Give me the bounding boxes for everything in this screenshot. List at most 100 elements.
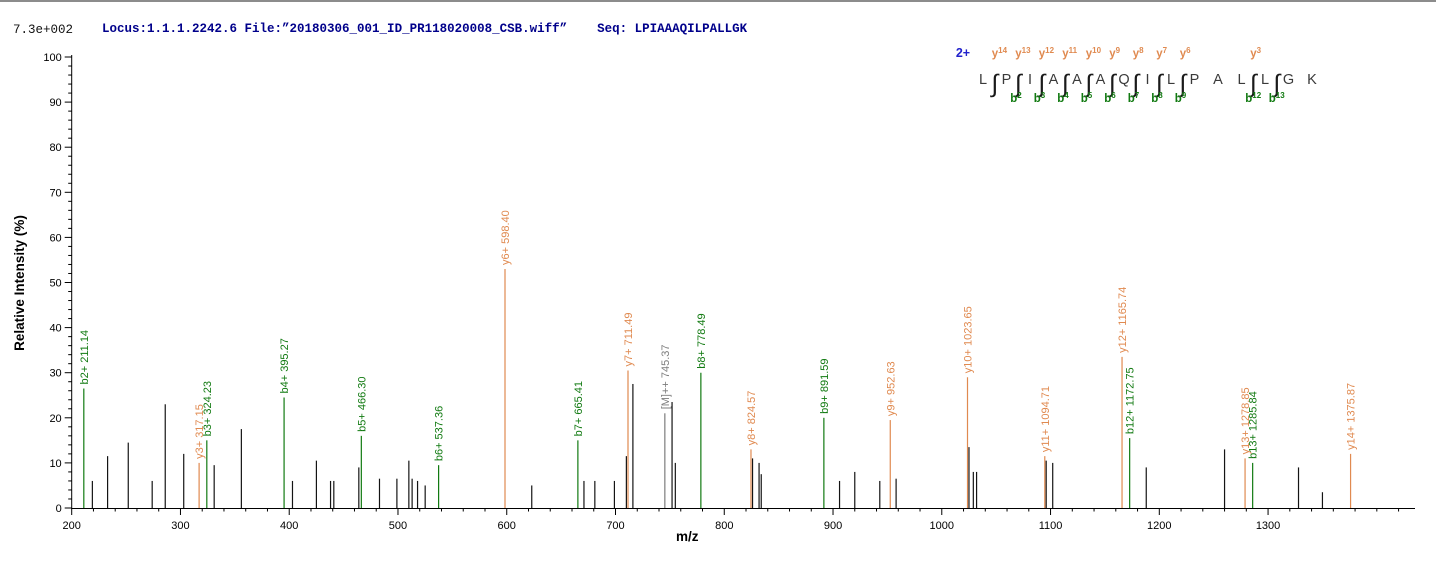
cleavage-divider-icon: ∫ <box>1177 70 1187 98</box>
x-tick-label: 600 <box>498 520 516 532</box>
fragment-ion-label-y13: y13 <box>1015 46 1031 60</box>
fragment-ion-label-b5: b5 <box>1081 91 1093 105</box>
peak-label-b6+: b6+ 537.36 <box>434 406 446 461</box>
intensity-scale-note: 7.3e+002 <box>13 23 74 37</box>
residue-1-L: L <box>979 72 987 88</box>
fragment-ion-label-b6: b6 <box>1104 91 1116 105</box>
y-tick-label: 40 <box>49 323 61 335</box>
fragment-ion-label-y12: y12 <box>1039 46 1055 60</box>
fragment-ion-label-b4: b4 <box>1057 91 1069 105</box>
residue-9-L: L <box>1167 72 1175 88</box>
cleavage-divider-icon: ∫ <box>1107 70 1117 98</box>
peak-label-y11+: y11+ 1094.71 <box>1040 386 1052 452</box>
y-tick-label: 100 <box>43 52 61 64</box>
x-tick-label: 1100 <box>1039 520 1063 532</box>
fragment-ion-label-y9: y9 <box>1109 46 1120 60</box>
residue-15-K: K <box>1307 72 1317 88</box>
fragment-ion-label-y7: y7 <box>1156 46 1167 60</box>
cleavage-divider-icon: ∫ <box>1248 70 1258 98</box>
axes <box>64 55 1415 515</box>
peak-label-y6+: y6+ 598.40 <box>500 210 512 265</box>
residue-2-P: P <box>1002 72 1012 88</box>
residue-6-A: A <box>1096 72 1106 88</box>
fragment-ion-label-y14: y14 <box>992 46 1008 60</box>
x-tick-label: 900 <box>824 520 842 532</box>
fragment-ion-label-b12: b12 <box>1245 91 1261 105</box>
precursor-charge-label: 2+ <box>956 46 970 60</box>
fragment-ion-label-y6: y6 <box>1180 46 1191 60</box>
y-tick-label: 10 <box>49 458 61 470</box>
cleavage-divider-icon: ∫ <box>1130 70 1140 98</box>
peak-label-b4+: b4+ 395.27 <box>279 338 291 393</box>
fragment-ion-label-y10: y10 <box>1086 46 1102 60</box>
residue-3-I: I <box>1028 72 1032 88</box>
x-tick-label: 1300 <box>1256 520 1280 532</box>
residue-4-A: A <box>1049 72 1059 88</box>
cleavage-divider-icon: ∫ <box>989 70 999 98</box>
fragment-ion-label-b2: b2 <box>1010 91 1022 105</box>
peak-label-b3+: b3+ 324.23 <box>202 381 214 436</box>
peak-label-y10+: y10+ 1023.65 <box>963 306 975 373</box>
y-tick-label: 30 <box>49 368 61 380</box>
x-tick-label: 1200 <box>1147 520 1171 532</box>
peak-label-b7+: b7+ 665.41 <box>573 381 585 436</box>
cleavage-divider-icon: ∫ <box>1271 70 1281 98</box>
axis-tick-labels: 0 10 20 30 40 50 60 70 80 90 100 200 300 400 500 600 700… <box>43 52 1280 532</box>
y-tick-label: 50 <box>49 278 61 290</box>
residue-14-G: G <box>1283 72 1294 88</box>
window-top-border <box>0 0 1436 2</box>
y-tick-label: 70 <box>49 187 61 199</box>
fragment-ion-label-b13: b13 <box>1269 91 1285 105</box>
header-line: Locus:1.1.1.2242.6 File:”20180306_001_ID… <box>72 8 747 50</box>
residue-5-A: A <box>1072 72 1082 88</box>
cleavage-divider-icon: ∫ <box>1154 70 1164 98</box>
y-tick-label: 20 <box>49 413 61 425</box>
fragment-ion-label-b7: b7 <box>1128 91 1140 105</box>
fragment-ion-label-y3: y3 <box>1250 46 1261 60</box>
cleavage-divider-icon: ∫ <box>1013 70 1023 98</box>
x-axis-title: m/z <box>676 529 699 544</box>
peak-label-b2+: b2+ 211.14 <box>79 330 91 385</box>
residue-12-L: L <box>1237 72 1245 88</box>
x-tick-label: 200 <box>63 520 81 532</box>
fragment-ion-label-b8: b8 <box>1151 91 1163 105</box>
x-tick-label: 400 <box>280 520 298 532</box>
peak-label-y12+: y12+ 1165.74 <box>1117 287 1129 353</box>
x-tick-label: 700 <box>606 520 624 532</box>
x-tick-label: 500 <box>389 520 407 532</box>
cleavage-divider-icon: ∫ <box>1083 70 1093 98</box>
cleavage-divider-icon: ∫ <box>1060 70 1070 98</box>
x-tick-label: 1000 <box>930 520 954 532</box>
locus-file-text: Locus:1.1.1.2242.6 File:”20180306_001_ID… <box>102 22 568 36</box>
peak-label-[M]++: [M]++ 745.37 <box>660 344 672 409</box>
cleavage-divider-icon: ∫ <box>1036 70 1046 98</box>
fragment-ion-label-b9: b9 <box>1175 91 1187 105</box>
peak-label-b12+: b12+ 1172.75 <box>1125 367 1137 434</box>
y-tick-label: 0 <box>56 503 62 515</box>
fragment-ion-label-y8: y8 <box>1133 46 1144 60</box>
unassigned-peaks <box>91 383 1324 508</box>
y-tick-label: 90 <box>49 97 61 109</box>
peak-label-y9+: y9+ 952.63 <box>885 361 897 416</box>
peak-label-b9+: b9+ 891.59 <box>819 358 831 413</box>
residue-11-A: A <box>1213 72 1223 88</box>
y-tick-label: 60 <box>49 232 61 244</box>
peak-label-y13+: y13+ 1278.85 <box>1240 387 1252 454</box>
sequence-text: Seq: LPIAAAQILPALLGK <box>597 22 748 36</box>
peak-label-b5+: b5+ 466.30 <box>356 376 368 431</box>
peak-label-y3+: y3+ 317.15 <box>194 404 206 459</box>
y-axis-title: Relative Intensity (%) <box>12 215 27 351</box>
x-tick-label: 800 <box>715 520 733 532</box>
fragment-ion-label-b3: b3 <box>1034 91 1046 105</box>
peak-label-y7+: y7+ 711.49 <box>623 313 635 367</box>
peak-label-b13+: b13+ 1285.84 <box>1248 391 1260 459</box>
peak-label-y8+: y8+ 824.57 <box>746 391 758 446</box>
peak-label-y14+: y14+ 1375.87 <box>1346 383 1358 450</box>
residue-10-P: P <box>1190 72 1200 88</box>
y-tick-label: 80 <box>49 142 61 154</box>
fragment-ion-label-y11: y11 <box>1062 46 1077 60</box>
x-tick-label: 300 <box>171 520 189 532</box>
